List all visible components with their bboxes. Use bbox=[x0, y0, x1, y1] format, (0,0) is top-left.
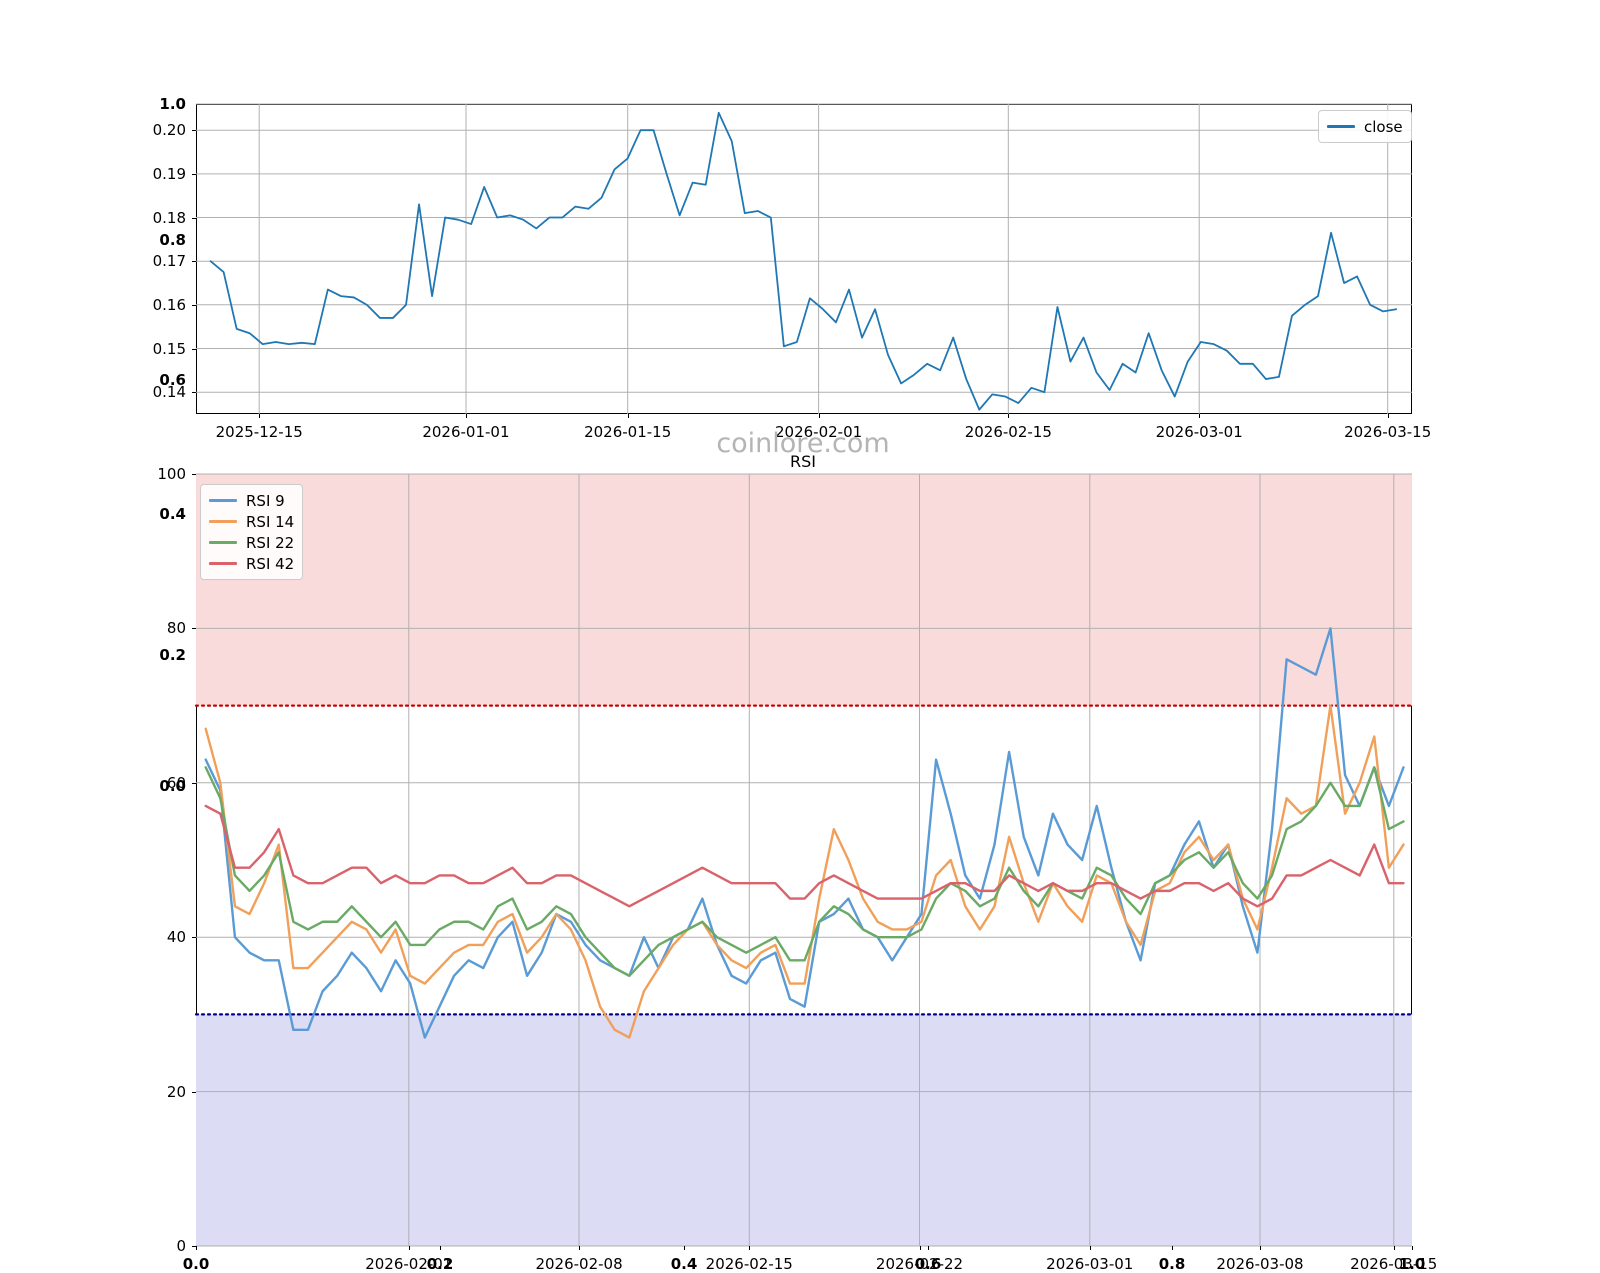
price-x-tick: 2026-01-01 bbox=[422, 423, 510, 441]
rsi-y-overlay-tick: 0.0 bbox=[159, 777, 186, 795]
rsi-legend-label: RSI 22 bbox=[246, 533, 295, 552]
rsi-x-overlay-tickmark bbox=[440, 1246, 441, 1250]
price-y-tickmark bbox=[192, 173, 196, 175]
rsi-y-tick: 60 bbox=[166, 773, 186, 792]
rsi-x-overlay-tick: 1.0 bbox=[1398, 1255, 1426, 1273]
rsi-x-overlay-tick: 0.6 bbox=[914, 1255, 942, 1273]
price-x-tickmark bbox=[1199, 414, 1201, 418]
price-x-tickmark bbox=[259, 414, 261, 418]
rsi-legend-item[interactable]: RSI 22 bbox=[209, 532, 294, 553]
price-y-tick: 0.17 bbox=[152, 252, 186, 271]
rsi-legend-label: RSI 9 bbox=[246, 491, 285, 510]
price-x-tick: 2026-03-15 bbox=[1344, 423, 1432, 441]
rsi-y-tick: 40 bbox=[166, 928, 186, 947]
price-legend-item[interactable]: close bbox=[1327, 116, 1403, 137]
rsi-x-tickmark bbox=[1393, 1246, 1395, 1250]
rsi-x-tick: 2026-03-08 bbox=[1216, 1255, 1304, 1273]
rsi-legend-item[interactable]: RSI 14 bbox=[209, 511, 294, 532]
rsi-legend-item[interactable]: RSI 42 bbox=[209, 553, 294, 574]
price-y-tick: 0.19 bbox=[152, 164, 186, 183]
legend-color-swatch-icon bbox=[209, 499, 237, 502]
rsi-x-tickmark bbox=[1089, 1246, 1091, 1250]
rsi-x-tickmark bbox=[579, 1246, 581, 1250]
rsi-x-overlay-tickmark bbox=[1172, 1246, 1173, 1250]
price-y-tickmark bbox=[192, 348, 196, 350]
rsi-y-tickmark bbox=[192, 937, 196, 939]
rsi-x-tickmark bbox=[919, 1246, 921, 1250]
price-y-tick: 0.16 bbox=[152, 295, 186, 314]
price-panel: 0.20 0.19 0.18 0.17 0.16 0.15 0.14 1.0 0.8 0.6 2… bbox=[0, 0, 1600, 460]
price-x-tickmark bbox=[627, 414, 629, 418]
rsi-y-overlay-tick: 0.2 bbox=[159, 646, 186, 664]
price-y-tick: 0.14 bbox=[152, 383, 186, 402]
price-x-tickmark bbox=[818, 414, 820, 418]
rsi-y-tickmark bbox=[192, 782, 196, 784]
rsi-x-tickmark bbox=[749, 1246, 751, 1250]
rsi-y-overlay-tick: 0.4 bbox=[159, 505, 186, 523]
rsi-x-overlay-tickmark bbox=[1412, 1246, 1413, 1250]
price-y-tickmark bbox=[192, 130, 196, 132]
price-y-tickmark bbox=[192, 392, 196, 394]
rsi-legend-label: RSI 14 bbox=[246, 512, 295, 531]
rsi-legend-item[interactable]: RSI 9 bbox=[209, 490, 294, 511]
price-y-overlay-tick: 1.0 bbox=[159, 95, 186, 113]
rsi-y-tickmark bbox=[192, 628, 196, 630]
rsi-x-overlay-tickmark bbox=[196, 1246, 197, 1250]
price-y-tick: 0.18 bbox=[152, 208, 186, 227]
legend-color-swatch-icon bbox=[209, 520, 237, 523]
rsi-x-overlay-tick: 0.8 bbox=[1158, 1255, 1186, 1273]
rsi-x-tick: 2026-02-08 bbox=[535, 1255, 623, 1273]
price-y-overlay-tick: 0.6 bbox=[159, 371, 186, 389]
price-x-tickmark bbox=[1008, 414, 1010, 418]
rsi-x-overlay-tickmark bbox=[684, 1246, 685, 1250]
rsi-legend-label: RSI 42 bbox=[246, 554, 295, 573]
rsi-y-tick: 20 bbox=[166, 1082, 186, 1101]
price-plot-svg bbox=[196, 103, 1412, 414]
watermark: coinlore.com bbox=[716, 428, 890, 459]
price-y-tickmark bbox=[192, 217, 196, 219]
rsi-y-tick: 100 bbox=[157, 465, 186, 483]
price-y-overlay-tick: 0.8 bbox=[159, 231, 186, 249]
price-legend-label: close bbox=[1364, 117, 1403, 136]
rsi-x-overlay-tick: 0.2 bbox=[426, 1255, 454, 1273]
rsi-y-tickmark bbox=[192, 474, 196, 475]
price-y-tickmark bbox=[192, 261, 196, 263]
rsi-x-tickmark bbox=[1260, 1246, 1261, 1250]
rsi-x-tick: 2026-02-15 bbox=[705, 1255, 793, 1273]
rsi-x-overlay-tick: 0.0 bbox=[182, 1255, 210, 1273]
price-x-tickmark bbox=[465, 414, 467, 418]
price-x-tick: 2026-02-01 bbox=[774, 423, 863, 441]
legend-color-swatch-icon bbox=[1327, 125, 1355, 128]
rsi-y-tick: 0 bbox=[176, 1237, 186, 1255]
rsi-x-overlay-tickmark bbox=[928, 1246, 929, 1250]
price-x-tick: 2026-01-15 bbox=[584, 423, 672, 441]
rsi-y-tickmark bbox=[192, 1091, 196, 1093]
price-x-tick: 2025-12-15 bbox=[215, 423, 303, 441]
rsi-y-tick: 80 bbox=[166, 619, 186, 638]
rsi-x-overlay-tick: 0.4 bbox=[670, 1255, 698, 1273]
price-x-tick: 2026-03-01 bbox=[1155, 423, 1243, 441]
legend-color-swatch-icon bbox=[209, 541, 237, 544]
price-x-tickmark bbox=[1387, 414, 1389, 418]
price-y-tick: 0.20 bbox=[152, 121, 186, 140]
rsi-x-tick: 2026-03-01 bbox=[1046, 1255, 1134, 1273]
price-y-tickmark bbox=[192, 304, 196, 306]
rsi-panel: 100 80 60 40 20 0 0.4 0.2 0.0 2026-02-01 2026-02… bbox=[0, 460, 1600, 1273]
rsi-legend[interactable]: RSI 9 RSI 14 RSI 22 RSI 42 bbox=[200, 484, 304, 580]
price-x-tick: 2026-02-15 bbox=[964, 423, 1052, 441]
legend-color-swatch-icon bbox=[209, 562, 237, 565]
rsi-title: RSI bbox=[790, 452, 816, 471]
price-legend[interactable]: close bbox=[1318, 110, 1412, 143]
rsi-x-tickmark bbox=[408, 1246, 410, 1250]
price-y-tick: 0.15 bbox=[152, 339, 186, 358]
